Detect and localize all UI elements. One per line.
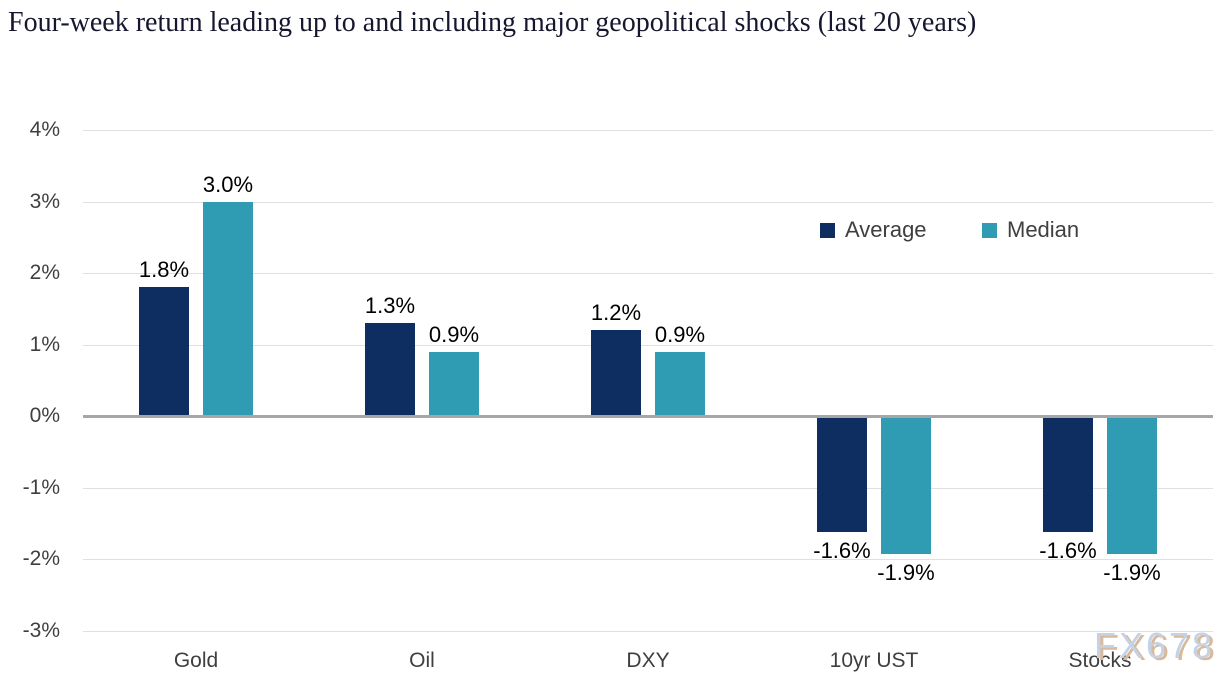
bar-value-label-median-stocks: -1.9% [1103, 559, 1161, 585]
legend-item-median: Median [982, 217, 1079, 243]
y-axis-tick-label: 4% [29, 118, 60, 141]
legend-label-median: Median [1007, 217, 1080, 242]
x-axis-category-label-10yr-ust: 10yr UST [829, 649, 919, 672]
bar-value-label-median-gold: 3.0% [202, 171, 254, 197]
bar-value-label-average-gold: 1.8% [138, 257, 190, 283]
bar-median-dxy [655, 351, 705, 415]
legend-item-average: Average [820, 217, 927, 243]
bar-value-label-average-stocks: -1.6% [1039, 538, 1097, 564]
gridline [83, 487, 1213, 489]
y-axis-tick-label: 1% [29, 332, 60, 356]
x-axis-category-label-dxy: DXY [626, 649, 670, 672]
gridline [83, 201, 1213, 203]
bar-value-label-median-10yr-ust: -1.9% [877, 559, 935, 585]
bar-median-gold [203, 201, 253, 415]
y-axis-tick-label: -1% [22, 475, 60, 499]
bar-average-dxy [591, 330, 641, 415]
bar-value-label-average-oil: 1.3% [364, 293, 416, 319]
bar-median-oil [429, 351, 479, 415]
bar-average-10yr-ust [817, 418, 867, 533]
bar-average-gold [139, 287, 189, 415]
x-axis-category-label-oil: Oil [409, 649, 435, 672]
legend-swatch-average [820, 222, 835, 238]
bar-median-10yr-ust [881, 418, 931, 554]
bar-median-stocks [1107, 418, 1157, 554]
bar-average-stocks [1043, 418, 1093, 533]
bar-value-label-median-oil: 0.9% [428, 321, 480, 347]
y-axis-tick-label: 3% [29, 189, 60, 213]
y-axis-tick-label: 2% [29, 261, 60, 284]
y-axis-tick-label: 0% [29, 404, 60, 427]
bar-value-label-median-dxy: 0.9% [654, 321, 706, 347]
x-axis-category-label-stocks: Stocks [1068, 649, 1132, 672]
bar-value-label-average-10yr-ust: -1.6% [813, 538, 871, 564]
zero-line [83, 415, 1213, 418]
bar-value-label-average-dxy: 1.2% [590, 300, 642, 326]
watermark: FX678 [1094, 625, 1216, 666]
x-axis-category-label-gold: Gold [173, 649, 219, 672]
gridline [83, 344, 1213, 346]
gridline [83, 630, 1213, 632]
y-axis-tick-label: -2% [22, 547, 60, 570]
gridline [83, 130, 1213, 131]
legend-swatch-median [982, 222, 997, 238]
bar-average-oil [365, 323, 415, 415]
chart-title: Four-week return leading up to and inclu… [8, 7, 977, 38]
gridline [83, 273, 1213, 274]
legend-label-average: Average [845, 217, 927, 242]
gridline [83, 559, 1213, 560]
y-axis-tick-label: -3% [22, 618, 60, 642]
